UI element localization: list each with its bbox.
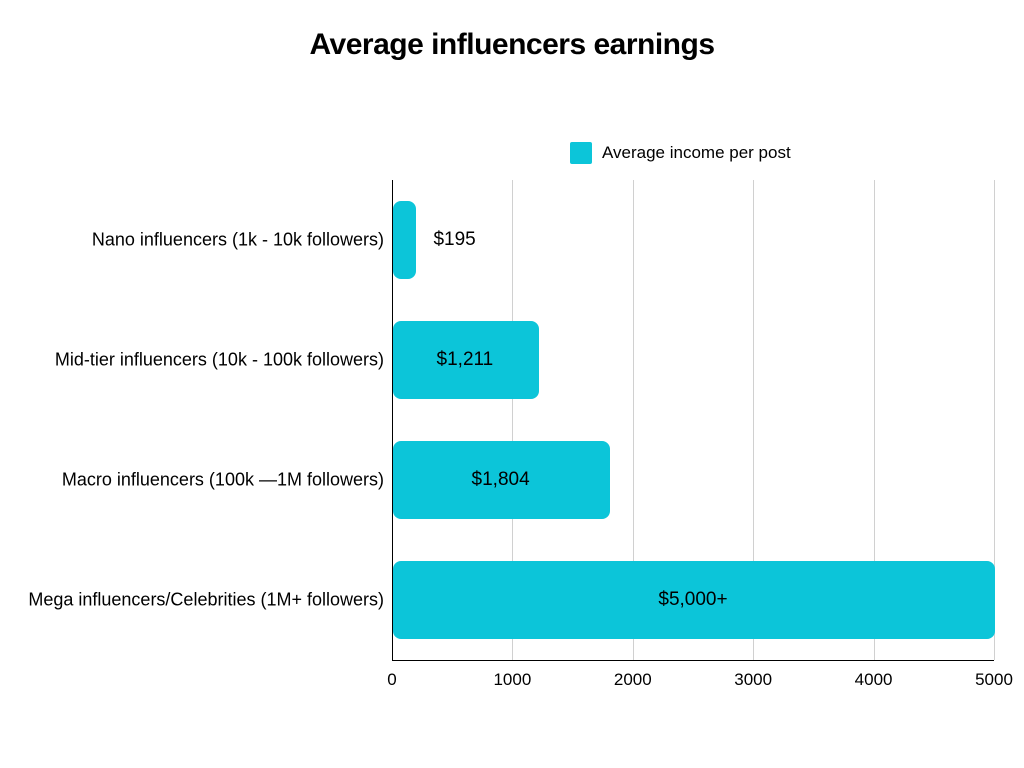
y-category-label: Mega influencers/Celebrities (1M+ follow… [28,590,384,611]
bar-value-label: $1,804 [472,469,530,491]
x-axis [392,660,994,661]
y-category-label: Nano influencers (1k - 10k followers) [92,230,384,251]
x-tick-label: 3000 [734,670,772,690]
bar-value-label: $1,211 [437,349,494,371]
bar-value-label: $5,000+ [658,589,727,611]
x-tick-label: 0 [387,670,396,690]
bar-value-label: $195 [433,229,475,251]
legend: Average income per post [570,142,791,164]
x-tick-label: 5000 [975,670,1013,690]
legend-label: Average income per post [602,143,791,163]
bar [393,201,416,279]
legend-swatch [570,142,592,164]
chart-title: Average influencers earnings [0,0,1024,62]
y-category-label: Mid-tier influencers (10k - 100k followe… [55,350,384,371]
plot-area: 010002000300040005000$195$1,211$1,804$5,… [392,180,994,690]
y-category-label: Macro influencers (100k —1M followers) [62,470,384,491]
x-tick-label: 1000 [493,670,531,690]
x-tick-label: 4000 [855,670,893,690]
x-tick-label: 2000 [614,670,652,690]
